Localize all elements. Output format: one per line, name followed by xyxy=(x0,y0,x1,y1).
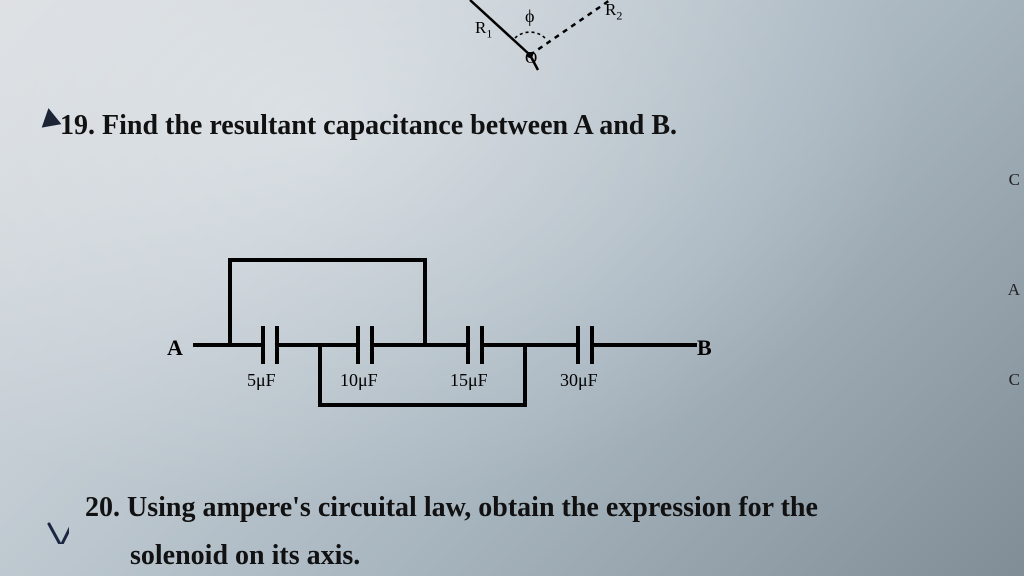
label-r1: R1 xyxy=(475,18,492,41)
circuit-diagram: A B xyxy=(175,235,735,435)
r2-main: R xyxy=(605,0,616,19)
terminal-b-label: B xyxy=(697,335,712,361)
line-r2 xyxy=(530,0,610,55)
top-diagram: R1 ϕ R2 O xyxy=(430,0,670,70)
circuit-svg xyxy=(175,235,735,435)
label-o: O xyxy=(525,48,537,68)
page-root: R1 ϕ R2 O 19. Find the resultant capacit… xyxy=(0,0,1024,576)
question-20: 20. Using ampere's circuital law, obtain… xyxy=(85,492,1005,524)
top-diagram-svg xyxy=(430,0,670,70)
label-phi: ϕ xyxy=(525,6,534,27)
checkmark-q19-icon xyxy=(39,106,62,127)
cap5-label: 5μF xyxy=(247,370,276,391)
checkmark-q20-icon xyxy=(45,520,69,544)
angle-arc xyxy=(515,32,545,38)
cap10-label: 10μF xyxy=(340,370,378,391)
r1-sub: 1 xyxy=(486,26,492,40)
fragment-c: C xyxy=(1009,170,1020,190)
q19-number: 19. xyxy=(60,110,95,141)
question-19: 19. Find the resultant capacitance betwe… xyxy=(60,110,677,142)
fragment-c2: C xyxy=(1009,370,1020,390)
q20-number: 20. xyxy=(85,492,120,523)
question-20-line2: solenoid on its axis. xyxy=(130,540,360,572)
r2-sub: 2 xyxy=(616,8,622,22)
q20-line1: Using ampere's circuital law, obtain the… xyxy=(127,492,818,523)
cap15-label: 15μF xyxy=(450,370,488,391)
cap30-label: 30μF xyxy=(560,370,598,391)
q19-text: Find the resultant capacitance between A… xyxy=(102,110,677,141)
label-r2: R2 xyxy=(605,0,622,23)
fragment-a: A xyxy=(1008,280,1020,300)
terminal-a-label: A xyxy=(167,335,183,361)
r1-main: R xyxy=(475,18,486,37)
